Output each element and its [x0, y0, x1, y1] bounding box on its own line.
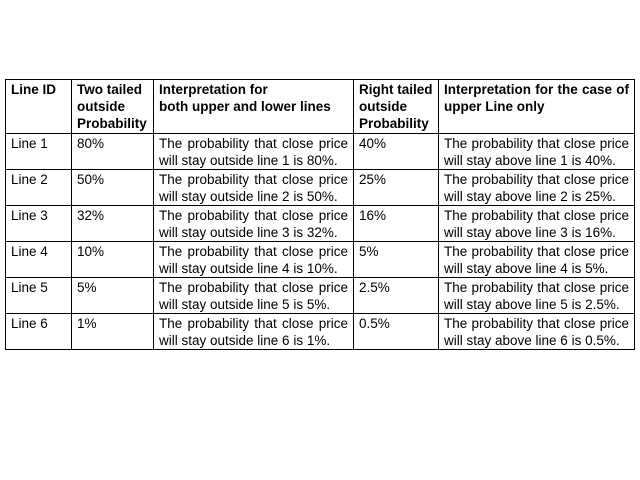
cell-two-tailed-probability: 10%	[71, 241, 154, 278]
cell-upper-line-interpretation: The probability that close price will sta…	[438, 241, 635, 278]
header-cell-line-id: Line ID	[5, 79, 72, 134]
table-row: Line 4 10% The probability that close pr…	[5, 241, 635, 278]
cell-upper-line-interpretation: The probability that close price will sta…	[438, 277, 635, 314]
cell-right-tailed-probability: 25%	[353, 169, 439, 206]
cell-upper-line-interpretation: The probability that close price will sta…	[438, 169, 635, 206]
cell-line-id: Line 3	[5, 205, 72, 242]
table-row: Line 3 32% The probability that close pr…	[5, 205, 635, 242]
cell-line-id: Line 1	[5, 133, 72, 170]
cell-right-tailed-probability: 2.5%	[353, 277, 439, 314]
cell-two-tailed-probability: 32%	[71, 205, 154, 242]
cell-line-id: Line 5	[5, 277, 72, 314]
cell-two-tailed-probability: 50%	[71, 169, 154, 206]
cell-upper-line-interpretation: The probability that close price will sta…	[438, 133, 635, 170]
table-row: Line 1 80% The probability that close pr…	[5, 133, 635, 170]
cell-line-id: Line 6	[5, 313, 72, 350]
cell-both-lines-interpretation: The probability that close price will sta…	[153, 313, 354, 350]
cell-line-id: Line 2	[5, 169, 72, 206]
cell-upper-line-interpretation: The probability that close price will sta…	[438, 313, 635, 350]
cell-both-lines-interpretation: The probability that close price will sta…	[153, 133, 354, 170]
table-header-row: Line ID Two tailed outside Probability Int…	[5, 79, 635, 134]
table-row: Line 5 5% The probability that close pri…	[5, 277, 635, 314]
header-cell-two-tailed-probability: Two tailed outside Probability	[71, 79, 154, 134]
cell-two-tailed-probability: 5%	[71, 277, 154, 314]
header-cell-both-lines-interpretation: Interpretation for both upper and lower l…	[153, 79, 354, 134]
cell-both-lines-interpretation: The probability that close price will sta…	[153, 277, 354, 314]
cell-both-lines-interpretation: The probability that close price will sta…	[153, 169, 354, 206]
header-cell-upper-line-interpretation: Interpretation for the case of upper Line…	[438, 79, 635, 134]
cell-both-lines-interpretation: The probability that close price will sta…	[153, 205, 354, 242]
cell-line-id: Line 4	[5, 241, 72, 278]
cell-right-tailed-probability: 16%	[353, 205, 439, 242]
cell-both-lines-interpretation: The probability that close price will sta…	[153, 241, 354, 278]
cell-right-tailed-probability: 5%	[353, 241, 439, 278]
probability-table: Line ID Two tailed outside Probability Int…	[5, 79, 635, 350]
header-cell-right-tailed-probability: Right tailed outside Probability	[353, 79, 439, 134]
table-row: Line 2 50% The probability that close pr…	[5, 169, 635, 206]
probability-table-container: Line ID Two tailed outside Probability Int…	[5, 79, 635, 350]
cell-two-tailed-probability: 1%	[71, 313, 154, 350]
cell-upper-line-interpretation: The probability that close price will sta…	[438, 205, 635, 242]
cell-right-tailed-probability: 0.5%	[353, 313, 439, 350]
cell-right-tailed-probability: 40%	[353, 133, 439, 170]
table-row: Line 6 1% The probability that close pri…	[5, 313, 635, 350]
cell-two-tailed-probability: 80%	[71, 133, 154, 170]
